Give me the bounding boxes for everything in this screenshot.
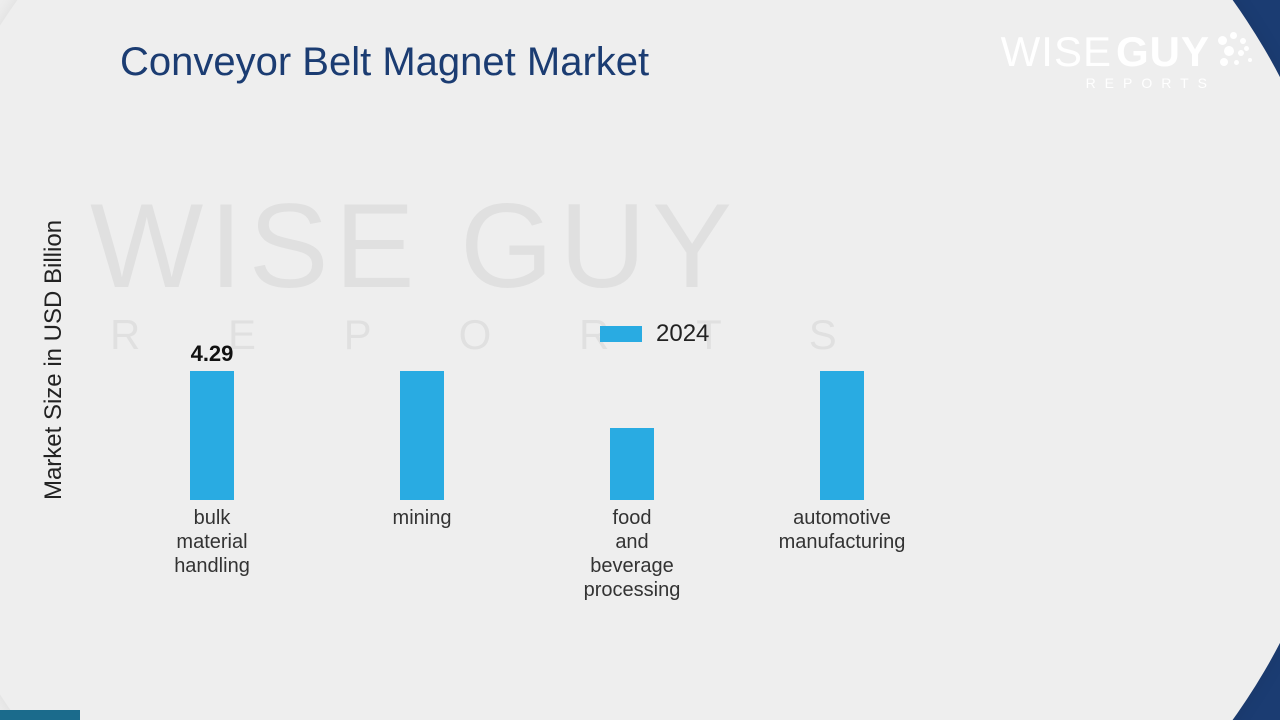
y-axis-label: Market Size in USD Billion [40, 220, 68, 500]
bar-chart: 4.29 2024 bulkmaterialhandling mining food… [130, 140, 950, 620]
category-label: mining [337, 506, 507, 530]
category-label: foodandbeverageprocessing [547, 506, 717, 602]
legend-label: 2024 [656, 320, 709, 348]
category-label: automotivemanufacturing [757, 506, 927, 554]
brain-icon [1214, 30, 1258, 74]
bar [400, 371, 444, 500]
brand-word-1: WISE [1001, 31, 1112, 73]
plot-area: 4.29 [130, 140, 950, 500]
legend-swatch [600, 326, 642, 342]
brand-logo: WISE GUY REPORTS [1001, 30, 1258, 90]
category-label: bulkmaterialhandling [127, 506, 297, 578]
bottom-accent [0, 710, 80, 720]
brand-word-2: GUY [1116, 31, 1210, 73]
chart-title: Conveyor Belt Magnet Market [120, 40, 649, 85]
bar: 4.29 [190, 371, 234, 500]
bar [820, 371, 864, 500]
brand-subline: REPORTS [1001, 76, 1216, 90]
legend: 2024 [600, 320, 709, 348]
bar [610, 428, 654, 500]
bar-value-label: 4.29 [191, 341, 234, 367]
